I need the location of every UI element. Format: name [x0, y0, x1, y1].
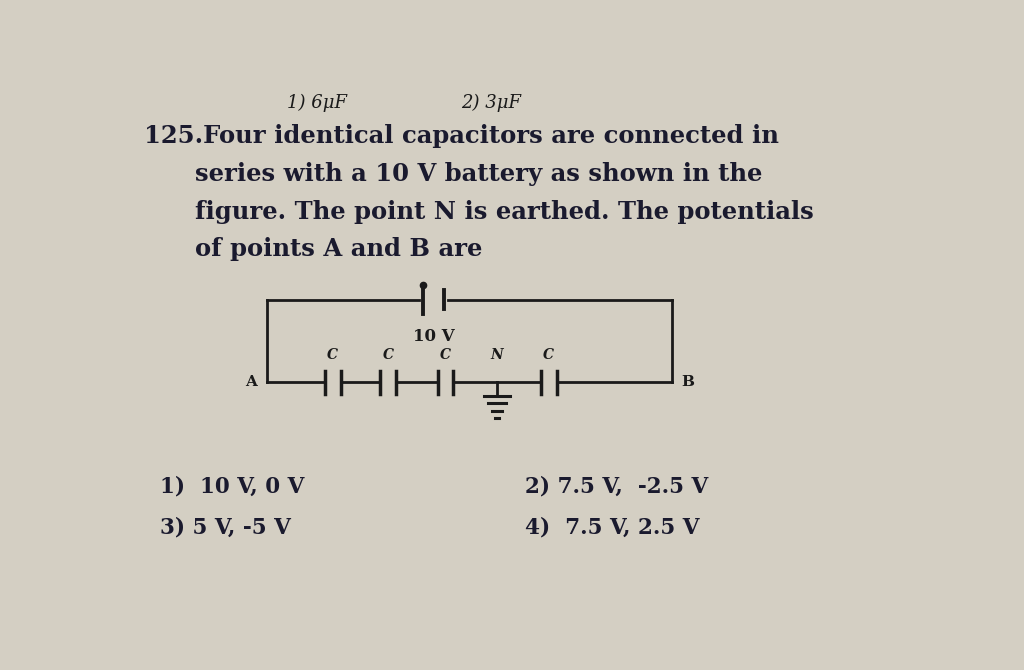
Text: N: N: [490, 348, 504, 362]
Text: 125.Four identical capacitors are connected in: 125.Four identical capacitors are connec…: [143, 124, 778, 148]
Text: series with a 10 V battery as shown in the: series with a 10 V battery as shown in t…: [196, 162, 763, 186]
Text: C: C: [543, 348, 554, 362]
Text: 3) 5 V, -5 V: 3) 5 V, -5 V: [160, 517, 291, 538]
Text: 1)  10 V, 0 V: 1) 10 V, 0 V: [160, 475, 304, 497]
Text: 10 V: 10 V: [413, 328, 455, 345]
Text: C: C: [328, 348, 338, 362]
Text: 2) 7.5 V,  -2.5 V: 2) 7.5 V, -2.5 V: [524, 475, 708, 497]
Text: 1) 6μF: 1) 6μF: [287, 93, 347, 111]
Text: 4)  7.5 V, 2.5 V: 4) 7.5 V, 2.5 V: [524, 517, 699, 538]
Text: 2) 3μF: 2) 3μF: [461, 93, 521, 111]
Text: C: C: [440, 348, 451, 362]
Text: B: B: [681, 375, 694, 389]
Text: C: C: [383, 348, 394, 362]
Text: A: A: [246, 375, 257, 389]
Text: figure. The point N is earthed. The potentials: figure. The point N is earthed. The pote…: [196, 200, 814, 224]
Text: of points A and B are: of points A and B are: [196, 237, 483, 261]
